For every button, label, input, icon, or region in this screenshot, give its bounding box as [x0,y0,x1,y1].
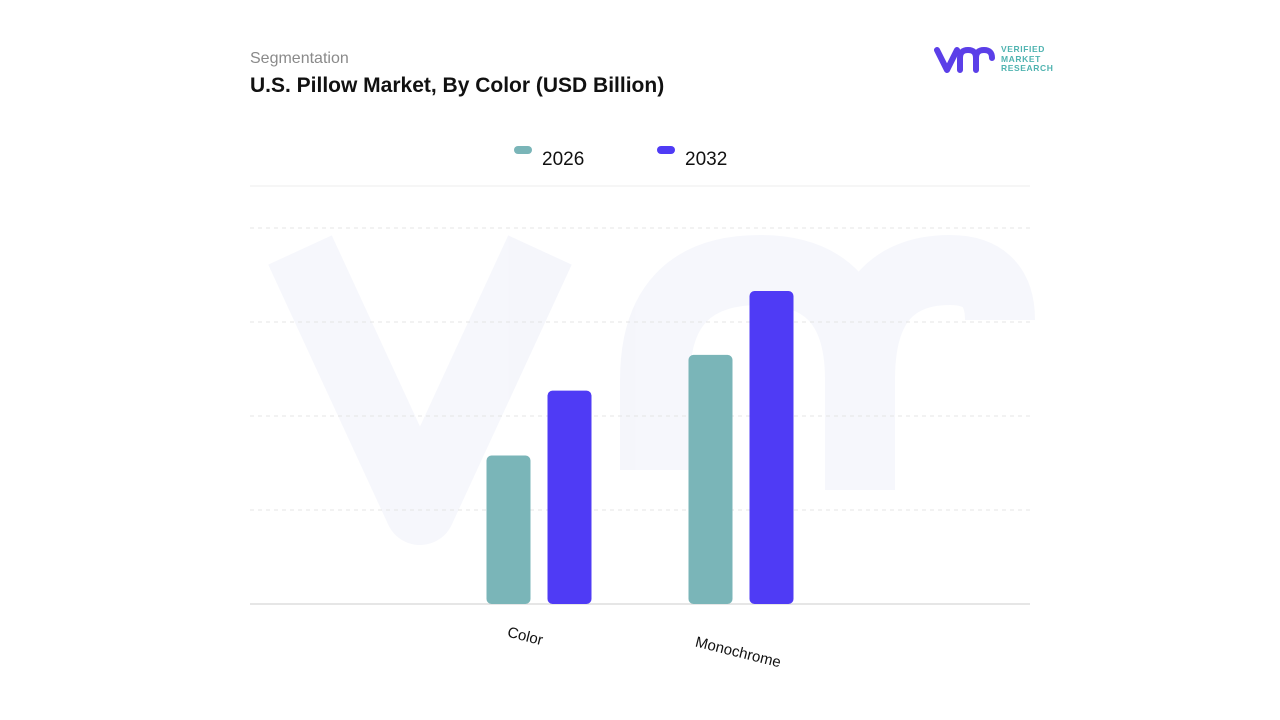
logo-text-line: RESEARCH [1001,63,1054,73]
bars [486,290,794,604]
bar-color-2026 [486,455,531,604]
watermark [268,235,1035,545]
chart-legend: 2026 2032 [0,140,1280,180]
vmr-logo: VERIFIED MARKET RESEARCH [934,44,1064,76]
legend-label-2026: 2026 [542,149,585,170]
x-tick-label: Monochrome [694,634,783,672]
legend-swatch-2032 [657,146,675,154]
vmr-logo-mark [934,47,995,73]
bar-monochrome-2026 [688,354,733,604]
x-tick-label: Color [506,624,545,649]
chart-title: U.S. Pillow Market, By Color (USD Billio… [250,74,665,97]
bar-color-2032 [547,390,592,604]
vmr-logo-text: VERIFIED MARKET RESEARCH [1001,44,1054,74]
grid [250,185,1030,605]
legend-swatch-2026 [514,146,532,154]
logo-text-line: MARKET [1001,53,1041,64]
bar-monochrome-2032 [749,290,794,604]
chart-subtitle: Segmentation [250,50,349,67]
legend-label-2032: 2032 [685,149,728,170]
x-axis-labels: Color Monochrome [506,624,783,671]
logo-text-line: VERIFIED [1001,44,1046,54]
